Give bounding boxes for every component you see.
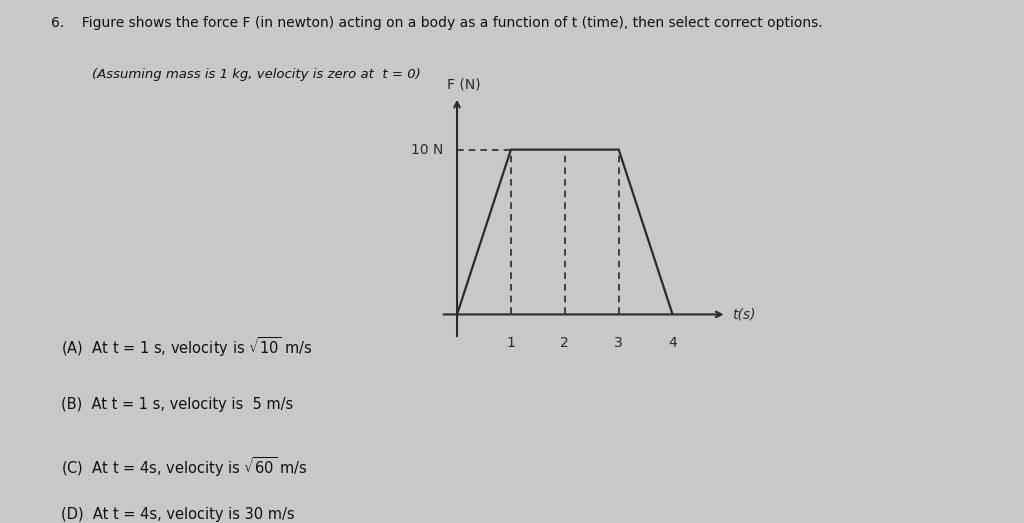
Text: 2: 2 xyxy=(560,336,569,350)
Text: (A)  At t = 1 s, velocity is $\sqrt{10}$ m/s: (A) At t = 1 s, velocity is $\sqrt{10}$ … xyxy=(61,335,312,359)
Text: (B)  At t = 1 s, velocity is  5 m/s: (B) At t = 1 s, velocity is 5 m/s xyxy=(61,397,294,413)
Text: t(s): t(s) xyxy=(732,308,756,322)
Text: F (N): F (N) xyxy=(446,78,480,92)
Text: 6.    Figure shows the force F (in newton) acting on a body as a function of t (: 6. Figure shows the force F (in newton) … xyxy=(51,16,823,30)
Text: (Assuming mass is 1 kg, velocity is zero at  t = 0): (Assuming mass is 1 kg, velocity is zero… xyxy=(92,68,421,81)
Text: 4: 4 xyxy=(669,336,677,350)
Text: 10 N: 10 N xyxy=(412,143,443,156)
Text: 1: 1 xyxy=(507,336,515,350)
Text: (C)  At t = 4s, velocity is $\sqrt{60}$ m/s: (C) At t = 4s, velocity is $\sqrt{60}$ m… xyxy=(61,455,308,479)
Text: 3: 3 xyxy=(614,336,623,350)
Text: (D)  At t = 4s, velocity is 30 m/s: (D) At t = 4s, velocity is 30 m/s xyxy=(61,507,295,522)
